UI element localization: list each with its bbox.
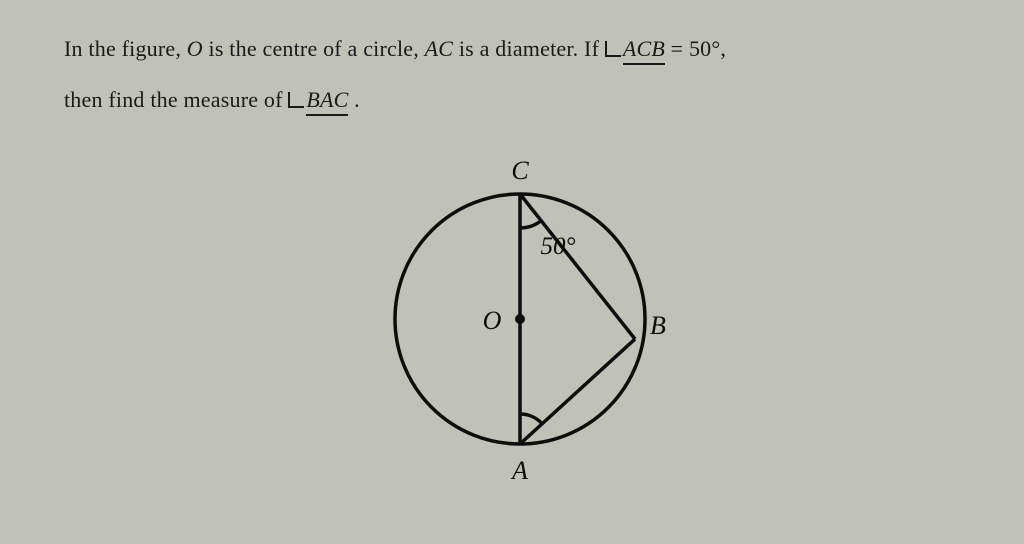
- text-part: is the centre of a circle,: [203, 36, 425, 61]
- angle-ACB: ACB: [605, 24, 665, 75]
- text-part: In the figure,: [64, 36, 187, 61]
- svg-text:B: B: [650, 311, 666, 340]
- diagram-group: A C B O 50°: [395, 156, 666, 485]
- angle-label: ACB: [623, 36, 665, 65]
- angle-symbol-icon: [288, 92, 304, 108]
- svg-text:C: C: [511, 156, 529, 185]
- svg-text:O: O: [483, 306, 502, 335]
- angle-BAC: BAC: [288, 75, 348, 126]
- problem-statement: In the figure, O is the centre of a circ…: [64, 24, 976, 125]
- point-O: O: [187, 36, 203, 61]
- circle-diagram: A C B O 50°: [360, 129, 680, 489]
- equals-value: = 50°,: [665, 36, 726, 61]
- figure-container: A C B O 50°: [64, 129, 976, 489]
- segment-AC: AC: [425, 36, 454, 61]
- angle-symbol-icon: [605, 41, 621, 57]
- text-part: then find the measure of: [64, 87, 288, 112]
- text-period: .: [348, 87, 359, 112]
- page: In the figure, O is the centre of a circ…: [0, 0, 1024, 513]
- text-part: is a diameter. If: [453, 36, 605, 61]
- svg-text:A: A: [510, 456, 528, 485]
- angle-label: BAC: [306, 87, 348, 116]
- svg-text:50°: 50°: [541, 233, 576, 260]
